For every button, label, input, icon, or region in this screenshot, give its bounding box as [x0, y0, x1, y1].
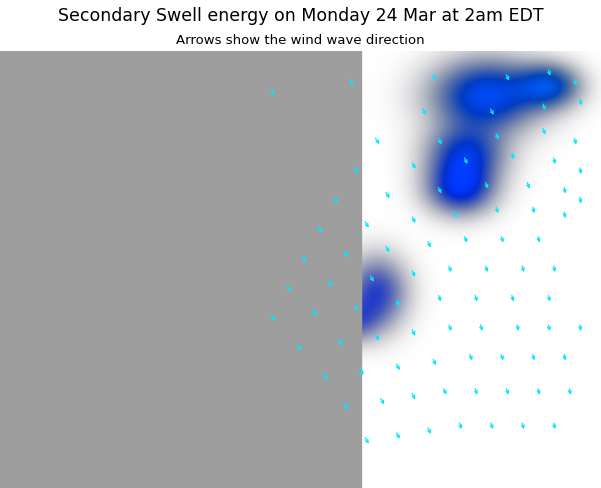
Bar: [0, 51, 361, 488]
Text: Secondary Swell energy on Monday 24 Mar at 2am EDT: Secondary Swell energy on Monday 24 Mar …: [58, 7, 543, 25]
Text: Arrows show the wind wave direction: Arrows show the wind wave direction: [176, 35, 425, 47]
